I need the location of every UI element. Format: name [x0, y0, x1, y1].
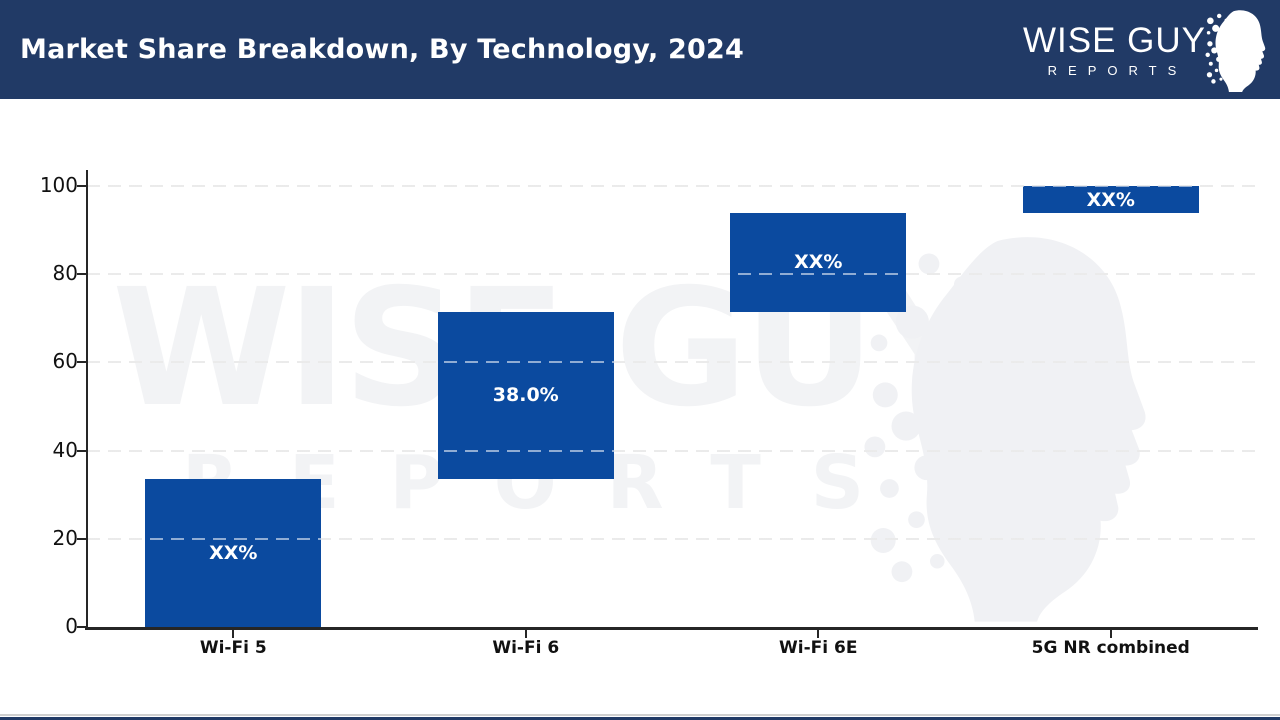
bar-value-label: XX%: [1086, 188, 1135, 211]
x-tick-mark: [1109, 630, 1112, 638]
y-tick-label: 80: [52, 261, 78, 286]
y-tick-mark: [77, 361, 86, 364]
footer-bar: [0, 717, 1280, 720]
wise-guy-logo: WISE GUY REPORTS: [1023, 8, 1280, 92]
gridline-overlay: [87, 185, 1257, 187]
y-tick-mark: [77, 449, 86, 452]
gridline-overlay: [87, 537, 1257, 540]
bar-value-label: 38.0%: [492, 384, 559, 407]
y-tick-mark: [77, 626, 86, 628]
bar-value-label: XX%: [794, 251, 843, 274]
bar-segment: XX%: [1022, 186, 1199, 214]
bar-segment: XX%: [730, 213, 907, 312]
y-tick-label: 40: [52, 437, 78, 462]
x-category-label: 5G NR combined: [1031, 638, 1190, 658]
x-tick-mark: [232, 630, 235, 638]
y-tick-label: 100: [39, 173, 78, 197]
x-tick-mark: [524, 630, 527, 638]
page-title: Market Share Breakdown, By Technology, 2…: [20, 34, 745, 65]
y-tick-mark: [77, 537, 86, 540]
bar-value-label: XX%: [209, 542, 258, 565]
y-tick-label: 20: [52, 525, 78, 550]
logo-wordmark: WISE GUY: [1022, 20, 1206, 60]
y-tick-label: 0: [65, 614, 78, 638]
y-axis-line: [86, 170, 88, 629]
gridline-overlay: [87, 273, 1257, 276]
logo-subtitle: REPORTS: [1047, 62, 1188, 78]
x-category-label: Wi-Fi 5: [199, 638, 267, 658]
bar-segment: XX%: [145, 479, 322, 627]
header-bar: Market Share Breakdown, By Technology, 2…: [0, 0, 1280, 99]
y-tick-mark: [77, 273, 86, 276]
y-tick-mark: [77, 185, 86, 187]
x-category-label: Wi-Fi 6: [492, 638, 560, 658]
x-category-label: Wi-Fi 6E: [779, 638, 858, 658]
footer-hairline: [0, 714, 1280, 716]
y-tick-label: 60: [52, 349, 78, 374]
gridline-overlay: [87, 361, 1257, 364]
logo-face-icon: [1200, 8, 1272, 92]
x-axis-line: [85, 627, 1258, 630]
bar-segment: 38.0%: [437, 311, 614, 480]
x-tick-mark: [817, 630, 820, 638]
gridline-overlay: [87, 449, 1257, 452]
logo-text: WISE GUY REPORTS: [1023, 23, 1206, 77]
